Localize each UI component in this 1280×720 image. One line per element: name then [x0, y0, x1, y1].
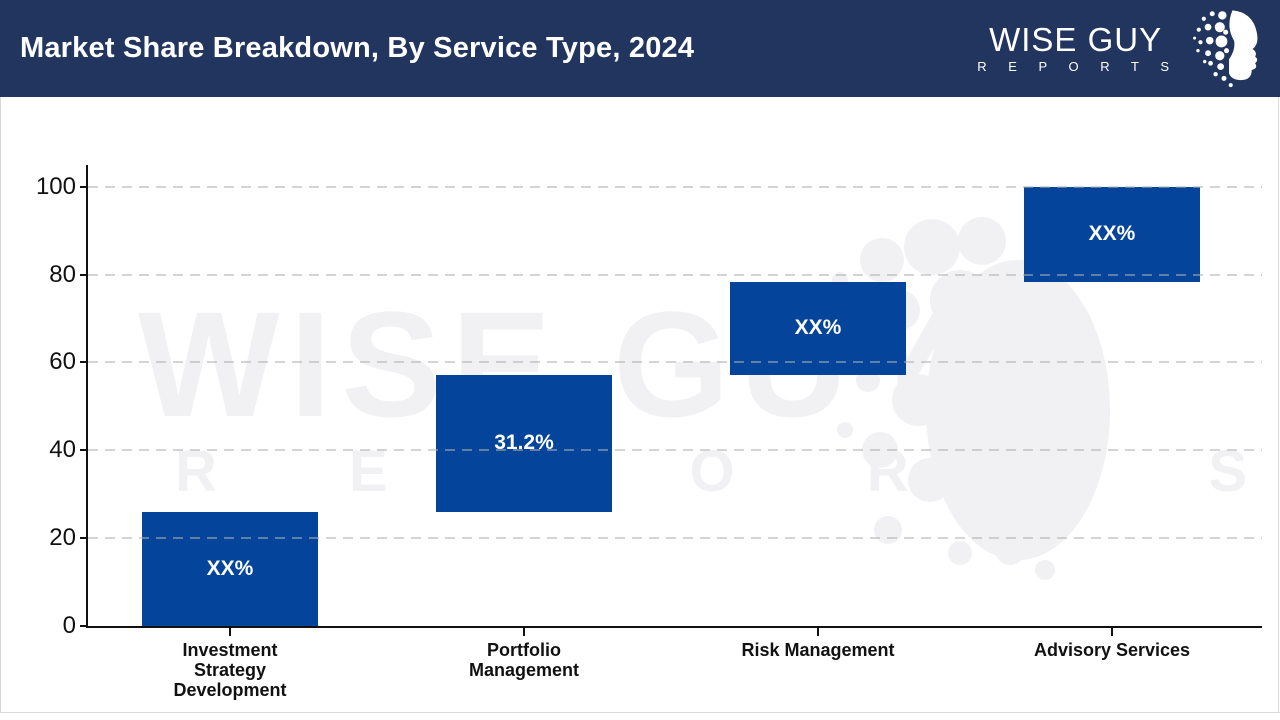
gridline-100: [88, 185, 1262, 188]
y-tickmark: [80, 625, 88, 627]
x-tickmark: [229, 628, 231, 636]
y-tick-label: 80: [49, 260, 76, 288]
gridline-80: [88, 273, 1262, 276]
x-category-line: Advisory Services: [1033, 640, 1191, 660]
x-category-line: Management: [468, 660, 580, 680]
y-tick-label: 20: [49, 524, 76, 552]
bar-value-label: XX%: [1088, 222, 1136, 246]
x-category-line: Development: [173, 680, 287, 700]
x-category-line: Investment: [182, 640, 278, 660]
y-tick-label: 100: [35, 172, 76, 200]
bar-1: XX%: [142, 511, 318, 626]
bar-value-label: 31.2%: [494, 431, 554, 455]
x-tickmark: [817, 628, 819, 636]
header-bar: Market Share Breakdown, By Service Type,…: [0, 0, 1280, 97]
y-tick-label: 0: [62, 612, 76, 639]
x-category-line: Portfolio: [487, 640, 561, 660]
page-border-bottom: [0, 712, 1280, 713]
logo-face-icon: [1193, 9, 1258, 87]
gridline-40: [88, 449, 1262, 452]
y-tickmark: [80, 537, 88, 540]
y-axis: [86, 165, 88, 628]
y-tickmark: [80, 185, 88, 188]
waterfall-chart: XX% Investment Strategy Development 31.2% Por…: [0, 97, 1280, 720]
x-category-line: Risk Management: [741, 640, 895, 660]
page-border-right: [1278, 97, 1279, 712]
logo-wordmark: WISE GUY: [989, 21, 1163, 58]
x-category-label: Advisory Services: [1034, 640, 1190, 660]
y-tickmark: [80, 273, 88, 276]
x-category-label: Portfolio Management: [469, 640, 579, 680]
bar-4: XX%: [1024, 186, 1200, 283]
bar-2: 31.2%: [436, 374, 612, 512]
gridline-20: [88, 537, 1262, 540]
x-axis: [86, 626, 1262, 628]
y-tickmark: [80, 449, 88, 452]
x-category-label: Investment Strategy Development: [173, 640, 286, 700]
x-tickmark: [1111, 628, 1113, 636]
gridline-60: [88, 361, 1262, 364]
x-category-label: Risk Management: [741, 640, 894, 660]
x-category-line: Strategy: [193, 660, 267, 680]
logo-subtext: R E P O R T S: [977, 59, 1178, 74]
x-tickmark: [523, 628, 525, 636]
bar-value-label: XX%: [206, 556, 254, 580]
bar-value-label: XX%: [794, 316, 842, 340]
y-tick-label: 40: [49, 436, 76, 464]
page-border-left: [0, 97, 1, 712]
logo-text: WISE GUY R E P O R T S: [973, 21, 1178, 75]
y-tickmark: [80, 361, 88, 364]
page-title: Market Share Breakdown, By Service Type,…: [20, 32, 695, 64]
y-tick-label: 60: [49, 348, 76, 376]
bar-3: XX%: [730, 282, 906, 375]
wiseguy-logo: WISE GUY R E P O R T S: [973, 0, 1266, 97]
